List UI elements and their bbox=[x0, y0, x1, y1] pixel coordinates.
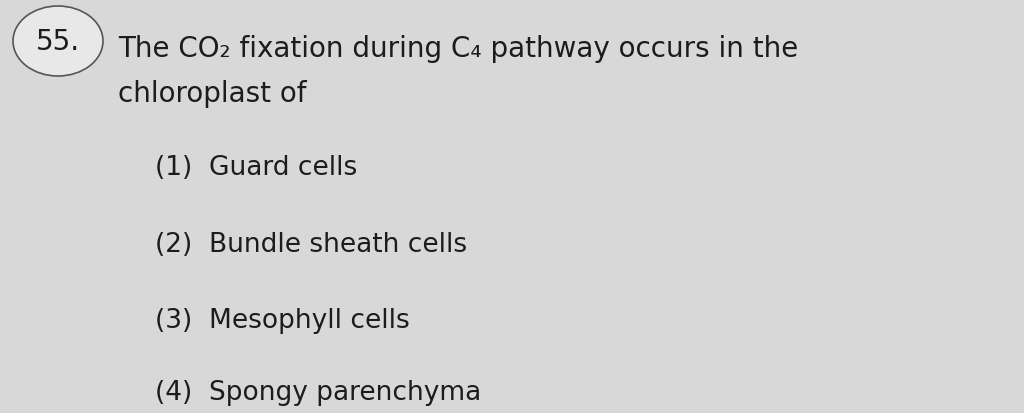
Text: 55.: 55. bbox=[36, 28, 80, 56]
Text: (1)  Guard cells: (1) Guard cells bbox=[155, 154, 357, 180]
Text: (4)  Spongy parenchyma: (4) Spongy parenchyma bbox=[155, 379, 481, 405]
Text: (2)  Bundle sheath cells: (2) Bundle sheath cells bbox=[155, 231, 467, 257]
Text: The CO₂ fixation during C₄ pathway occurs in the: The CO₂ fixation during C₄ pathway occur… bbox=[118, 35, 799, 63]
Text: (3)  Mesophyll cells: (3) Mesophyll cells bbox=[155, 307, 410, 333]
Text: chloroplast of: chloroplast of bbox=[118, 80, 306, 108]
Ellipse shape bbox=[13, 7, 103, 77]
